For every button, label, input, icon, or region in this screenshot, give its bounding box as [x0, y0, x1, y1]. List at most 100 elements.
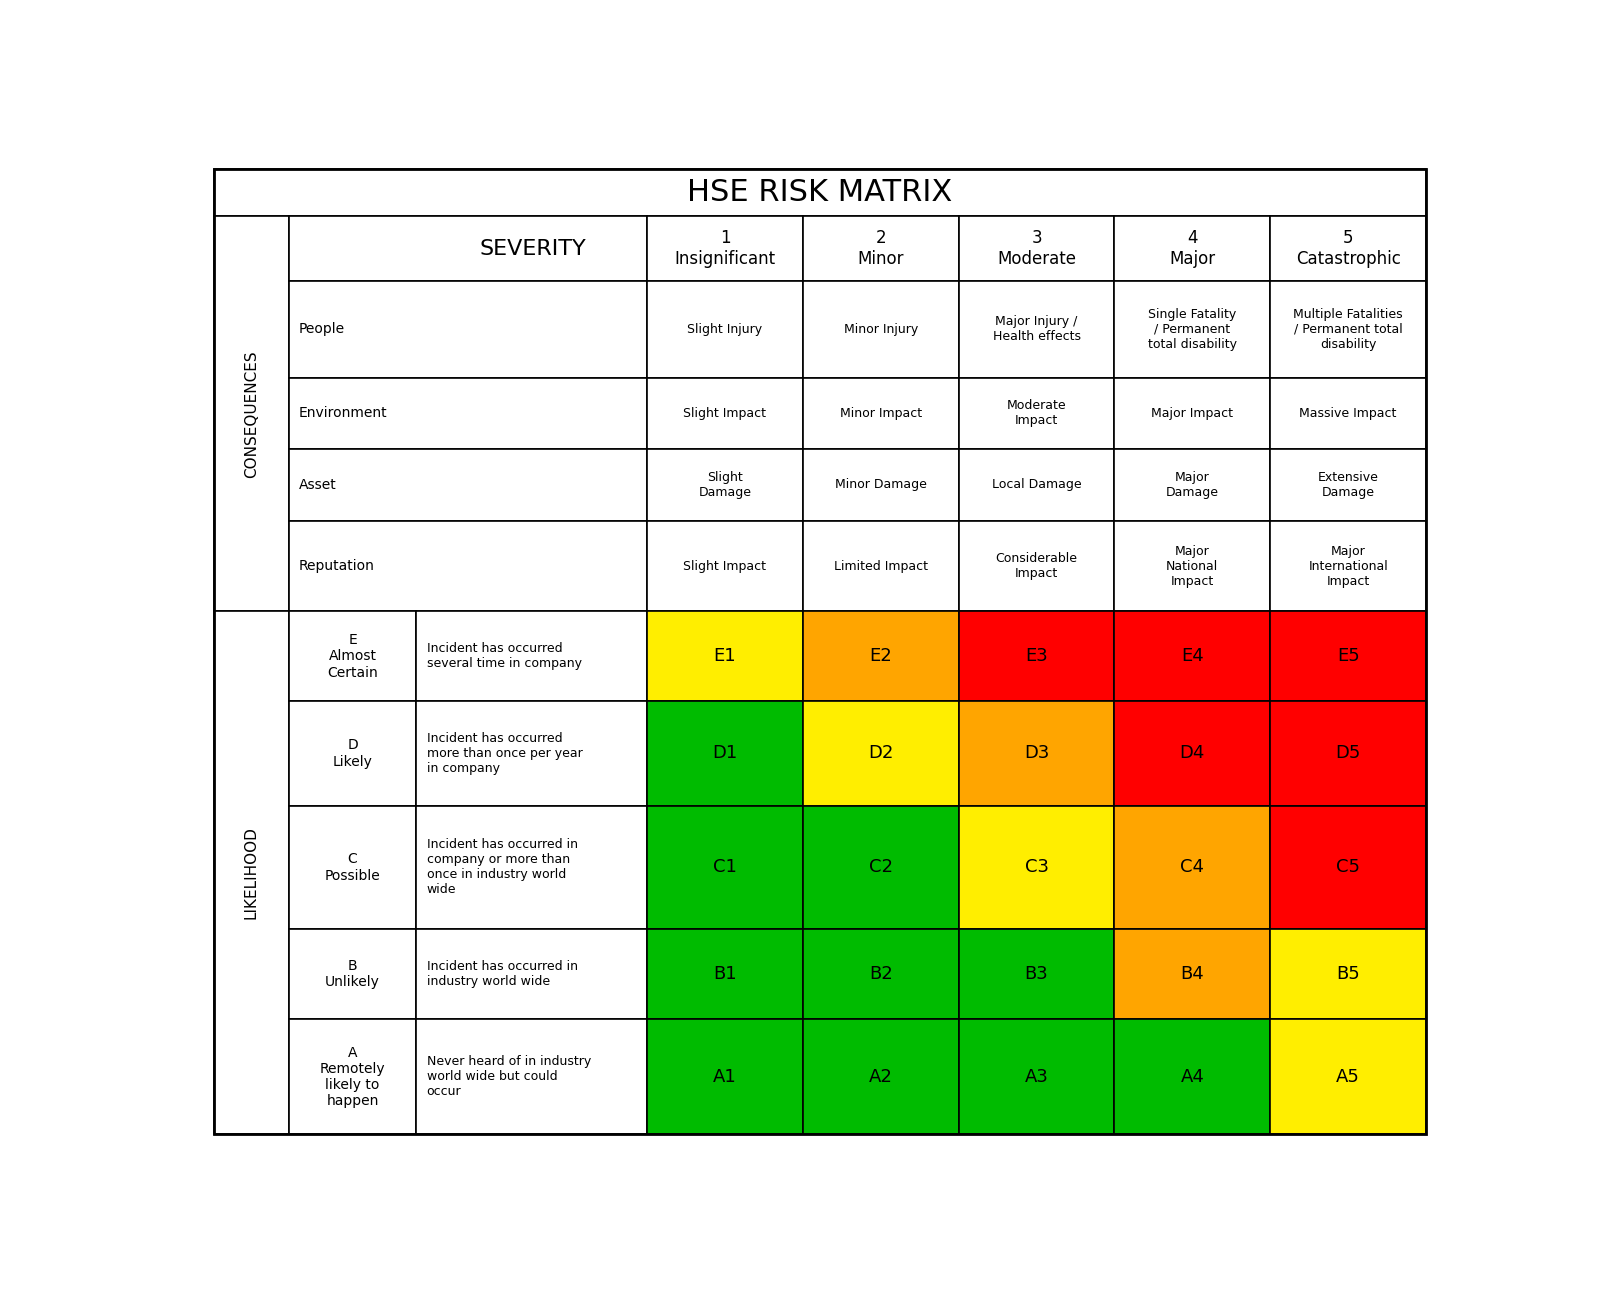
- Bar: [1115, 929, 1270, 1019]
- Bar: [803, 702, 958, 806]
- Bar: [1115, 1019, 1270, 1134]
- Bar: [1115, 449, 1270, 521]
- Text: Reputation: Reputation: [299, 560, 374, 573]
- Bar: [646, 1019, 803, 1134]
- Bar: [1115, 378, 1270, 449]
- Text: C4: C4: [1181, 858, 1205, 876]
- Text: Asset: Asset: [299, 479, 336, 491]
- Bar: [958, 806, 1115, 929]
- Text: A
Remotely
likely to
happen: A Remotely likely to happen: [320, 1045, 386, 1108]
- Text: A4: A4: [1181, 1068, 1205, 1086]
- Bar: [288, 521, 646, 611]
- Text: Massive Impact: Massive Impact: [1299, 406, 1397, 421]
- Text: 1
Insignificant: 1 Insignificant: [675, 230, 776, 268]
- Text: Incident has occurred in
company or more than
once in industry world
wide: Incident has occurred in company or more…: [427, 838, 578, 897]
- Bar: [1115, 702, 1270, 806]
- Bar: [1270, 281, 1426, 378]
- Bar: [1115, 281, 1270, 378]
- Bar: [214, 217, 288, 611]
- Text: D
Likely: D Likely: [333, 738, 373, 769]
- Text: SEVERITY: SEVERITY: [480, 239, 586, 258]
- Bar: [803, 929, 958, 1019]
- Text: Incident has occurred in
industry world wide: Incident has occurred in industry world …: [427, 960, 578, 988]
- Text: A2: A2: [869, 1068, 893, 1086]
- Text: People: People: [299, 322, 346, 337]
- Text: Multiple Fatalities
/ Permanent total
disability: Multiple Fatalities / Permanent total di…: [1293, 308, 1403, 351]
- Bar: [288, 611, 416, 702]
- Text: Major Injury /
Health effects: Major Injury / Health effects: [992, 316, 1080, 343]
- Text: CONSEQUENCES: CONSEQUENCES: [243, 350, 259, 477]
- Bar: [1115, 217, 1270, 281]
- Text: B5: B5: [1336, 965, 1360, 983]
- Text: LIKELIHOOD: LIKELIHOOD: [243, 827, 259, 920]
- Bar: [958, 1019, 1115, 1134]
- Bar: [1115, 521, 1270, 611]
- Bar: [958, 449, 1115, 521]
- Bar: [958, 217, 1115, 281]
- Text: B4: B4: [1181, 965, 1205, 983]
- Bar: [416, 1019, 646, 1134]
- Bar: [1270, 702, 1426, 806]
- Text: Minor Impact: Minor Impact: [840, 406, 922, 421]
- Text: B
Unlikely: B Unlikely: [325, 960, 381, 989]
- Bar: [803, 611, 958, 702]
- Text: A5: A5: [1336, 1068, 1360, 1086]
- Text: Slight Injury: Slight Injury: [688, 322, 763, 335]
- Text: C3: C3: [1024, 858, 1048, 876]
- Bar: [288, 281, 646, 378]
- Text: C5: C5: [1336, 858, 1360, 876]
- Bar: [803, 281, 958, 378]
- Text: Major Impact: Major Impact: [1152, 406, 1234, 421]
- Text: D1: D1: [712, 744, 738, 762]
- Text: B1: B1: [714, 965, 736, 983]
- Text: Major
International
Impact: Major International Impact: [1309, 544, 1389, 588]
- Bar: [1270, 521, 1426, 611]
- Text: 5
Catastrophic: 5 Catastrophic: [1296, 230, 1400, 268]
- Text: 2
Minor: 2 Minor: [858, 230, 904, 268]
- Bar: [1115, 806, 1270, 929]
- Text: E2: E2: [869, 648, 893, 666]
- Text: D4: D4: [1179, 744, 1205, 762]
- Text: 3
Moderate: 3 Moderate: [997, 230, 1077, 268]
- Text: Environment: Environment: [299, 406, 387, 421]
- Bar: [646, 611, 803, 702]
- Text: Incident has occurred
several time in company: Incident has occurred several time in co…: [427, 642, 581, 671]
- Bar: [646, 217, 803, 281]
- Bar: [416, 929, 646, 1019]
- Bar: [288, 929, 416, 1019]
- Bar: [1270, 611, 1426, 702]
- Bar: [214, 169, 1426, 217]
- Bar: [646, 449, 803, 521]
- Text: D5: D5: [1336, 744, 1362, 762]
- Text: 4
Major: 4 Major: [1170, 230, 1216, 268]
- Text: C2: C2: [869, 858, 893, 876]
- Text: E
Almost
Certain: E Almost Certain: [328, 633, 378, 680]
- Text: Never heard of in industry
world wide but could
occur: Never heard of in industry world wide bu…: [427, 1055, 590, 1098]
- Text: Extensive
Damage: Extensive Damage: [1318, 471, 1379, 499]
- Bar: [646, 281, 803, 378]
- Text: A3: A3: [1024, 1068, 1048, 1086]
- Text: Considerable
Impact: Considerable Impact: [995, 552, 1077, 580]
- Text: D2: D2: [869, 744, 893, 762]
- Text: Minor Injury: Minor Injury: [843, 322, 918, 335]
- Bar: [803, 449, 958, 521]
- Bar: [1115, 611, 1270, 702]
- Text: B3: B3: [1024, 965, 1048, 983]
- Bar: [803, 378, 958, 449]
- Text: E1: E1: [714, 648, 736, 666]
- Text: Major
National
Impact: Major National Impact: [1166, 544, 1219, 588]
- Bar: [646, 929, 803, 1019]
- Bar: [803, 1019, 958, 1134]
- Text: E5: E5: [1336, 648, 1360, 666]
- Bar: [803, 806, 958, 929]
- Bar: [1270, 929, 1426, 1019]
- Bar: [803, 217, 958, 281]
- Bar: [288, 702, 416, 806]
- Bar: [416, 806, 646, 929]
- Text: E4: E4: [1181, 648, 1203, 666]
- Text: Single Fatality
/ Permanent
total disability: Single Fatality / Permanent total disabi…: [1147, 308, 1237, 351]
- Text: Limited Impact: Limited Impact: [834, 560, 928, 573]
- Bar: [288, 1019, 416, 1134]
- Text: Moderate
Impact: Moderate Impact: [1006, 400, 1066, 427]
- Bar: [1270, 806, 1426, 929]
